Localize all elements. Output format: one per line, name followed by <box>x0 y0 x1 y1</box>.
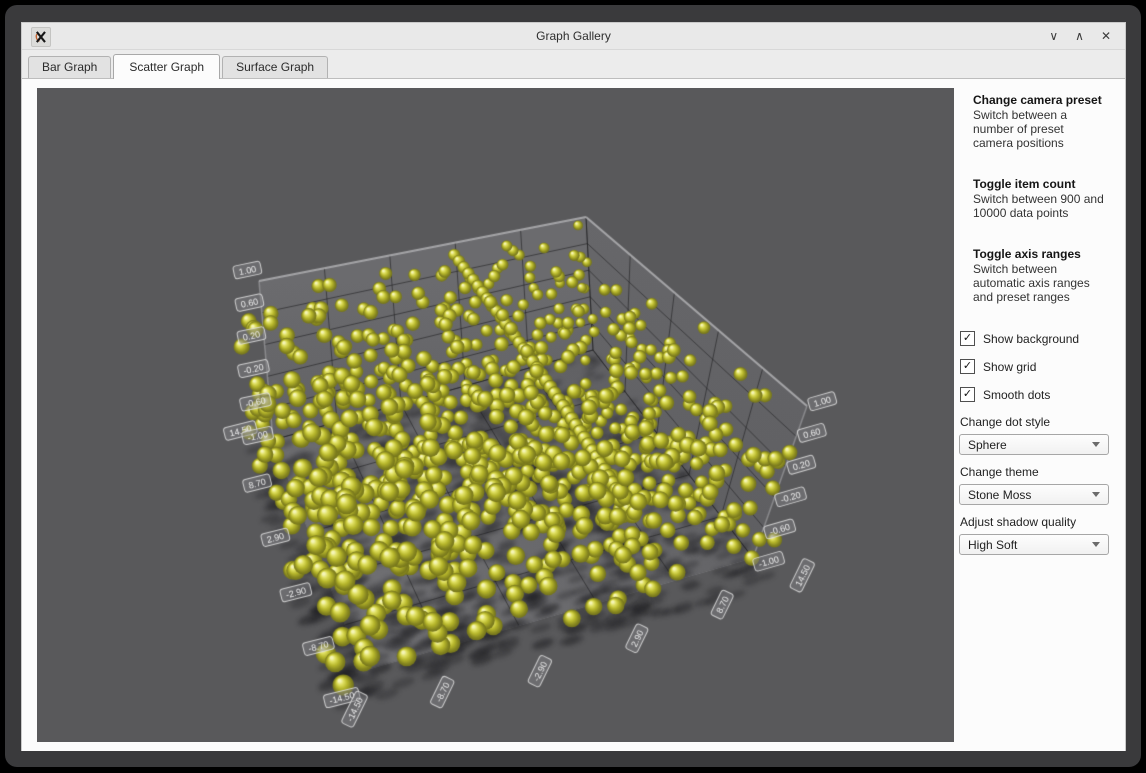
dropdown-value: Stone Moss <box>968 487 1032 502</box>
checkbox-check-icon[interactable]: ✓ <box>960 359 975 374</box>
section-text: Switch between <box>973 262 1058 276</box>
dot-style-dropdown[interactable]: Sphere <box>959 434 1109 455</box>
section-text: Switch between 900 and <box>973 192 1104 206</box>
smooth-dots-checkbox[interactable]: ✓ Smooth dots <box>960 387 1115 402</box>
section-text: and preset ranges <box>973 290 1070 304</box>
checkbox-label: Smooth dots <box>983 387 1051 402</box>
tab-scatter-graph[interactable]: Scatter Graph <box>113 54 221 79</box>
dropdown-value: Sphere <box>968 437 1007 452</box>
chevron-down-icon <box>1092 492 1100 497</box>
item-count-section: Toggle item count Switch between 900 and… <box>959 177 1115 220</box>
dropdown-value: High Soft <box>968 537 1018 552</box>
camera-preset-section: Change camera preset Switch between a nu… <box>959 93 1115 150</box>
theme-dropdown[interactable]: Stone Moss <box>959 484 1109 505</box>
section-text: camera positions <box>973 136 1064 150</box>
theme-label: Change theme <box>960 465 1039 479</box>
section-text: automatic axis ranges <box>973 276 1090 290</box>
section-title: Toggle axis ranges <box>973 247 1081 261</box>
tab-bar-graph[interactable]: Bar Graph <box>28 56 112 78</box>
minimize-icon[interactable]: ∨ <box>1049 29 1059 43</box>
checkbox-check-icon[interactable]: ✓ <box>960 387 975 402</box>
axis-ranges-section: Toggle axis ranges Switch between automa… <box>959 247 1115 304</box>
section-title: Toggle item count <box>973 177 1076 191</box>
tab-surface-graph[interactable]: Surface Graph <box>222 56 329 78</box>
section-text: Switch between a <box>973 108 1068 122</box>
checkbox-label: Show background <box>983 331 1080 346</box>
window-frame: Graph Gallery ∨ ∧ ✕ Bar Graph Scatter Gr… <box>5 5 1141 767</box>
dot-style-label: Change dot style <box>960 415 1051 429</box>
chevron-down-icon <box>1092 442 1100 447</box>
show-background-checkbox[interactable]: ✓ Show background <box>960 331 1115 346</box>
show-grid-checkbox[interactable]: ✓ Show grid <box>960 359 1115 374</box>
app-icon <box>31 27 51 47</box>
x11-logo-icon <box>35 31 46 43</box>
chevron-down-icon <box>1092 542 1100 547</box>
shadow-quality-dropdown[interactable]: High Soft <box>959 534 1109 555</box>
settings-panel: Change camera preset Switch between a nu… <box>959 93 1115 557</box>
content-area: Change camera preset Switch between a nu… <box>22 79 1125 751</box>
close-icon[interactable]: ✕ <box>1100 29 1111 43</box>
maximize-icon[interactable]: ∧ <box>1075 29 1084 43</box>
checkbox-check-icon[interactable]: ✓ <box>960 331 975 346</box>
scatter-3d-chart[interactable] <box>37 88 954 742</box>
section-text: 10000 data points <box>973 206 1069 220</box>
shadow-quality-label: Adjust shadow quality <box>960 515 1077 529</box>
app-window: Graph Gallery ∨ ∧ ✕ Bar Graph Scatter Gr… <box>21 22 1126 751</box>
checkbox-label: Show grid <box>983 359 1037 374</box>
tab-bar: Bar Graph Scatter Graph Surface Graph <box>22 50 1125 79</box>
title-bar[interactable]: Graph Gallery ∨ ∧ ✕ <box>22 23 1125 50</box>
section-text: number of preset <box>973 122 1064 136</box>
section-title: Change camera preset <box>973 93 1102 107</box>
window-title: Graph Gallery <box>536 29 611 43</box>
